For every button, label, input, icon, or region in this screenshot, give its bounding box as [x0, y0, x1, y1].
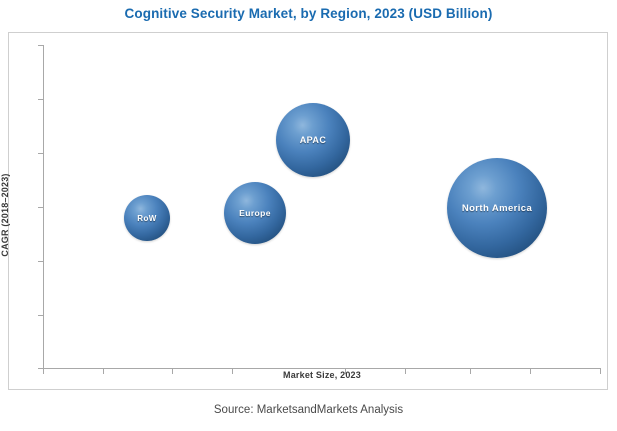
- x-axis-tick: [600, 369, 601, 374]
- x-axis-tick: [405, 369, 406, 374]
- x-axis-tick: [470, 369, 471, 374]
- y-axis-tick: [38, 315, 43, 316]
- y-axis-tick: [38, 261, 43, 262]
- x-axis-tick: [103, 369, 104, 374]
- bubble-label-north-america: North America: [461, 202, 533, 214]
- x-axis-tick: [43, 369, 44, 374]
- x-axis-tick: [172, 369, 173, 374]
- y-axis-label: CAGR (2018–2023): [0, 173, 10, 257]
- y-axis-tick: [38, 45, 43, 46]
- y-axis-tick: [38, 99, 43, 100]
- y-axis-line: [43, 45, 44, 369]
- y-axis-tick: [38, 207, 43, 208]
- bubble-north-america[interactable]: North America: [447, 158, 547, 258]
- bubble-label-europe: Europe: [239, 208, 271, 218]
- bubble-row[interactable]: RoW: [124, 195, 170, 241]
- source-note: Source: MarketsandMarkets Analysis: [213, 404, 404, 416]
- chart-title: Cognitive Security Market, by Region, 20…: [124, 6, 493, 21]
- x-axis-tick: [345, 369, 346, 374]
- y-axis-tick: [38, 153, 43, 154]
- bubble-europe[interactable]: Europe: [224, 182, 286, 244]
- bubble-apac[interactable]: APAC: [276, 103, 350, 177]
- x-axis-line: [43, 368, 601, 369]
- x-axis-tick: [530, 369, 531, 374]
- x-axis-tick: [232, 369, 233, 374]
- bubble-label-row: RoW: [137, 213, 157, 223]
- y-axis-tick: [38, 368, 43, 369]
- bubble-label-apac: APAC: [299, 135, 327, 145]
- x-axis-label: Market Size, 2023: [283, 370, 361, 380]
